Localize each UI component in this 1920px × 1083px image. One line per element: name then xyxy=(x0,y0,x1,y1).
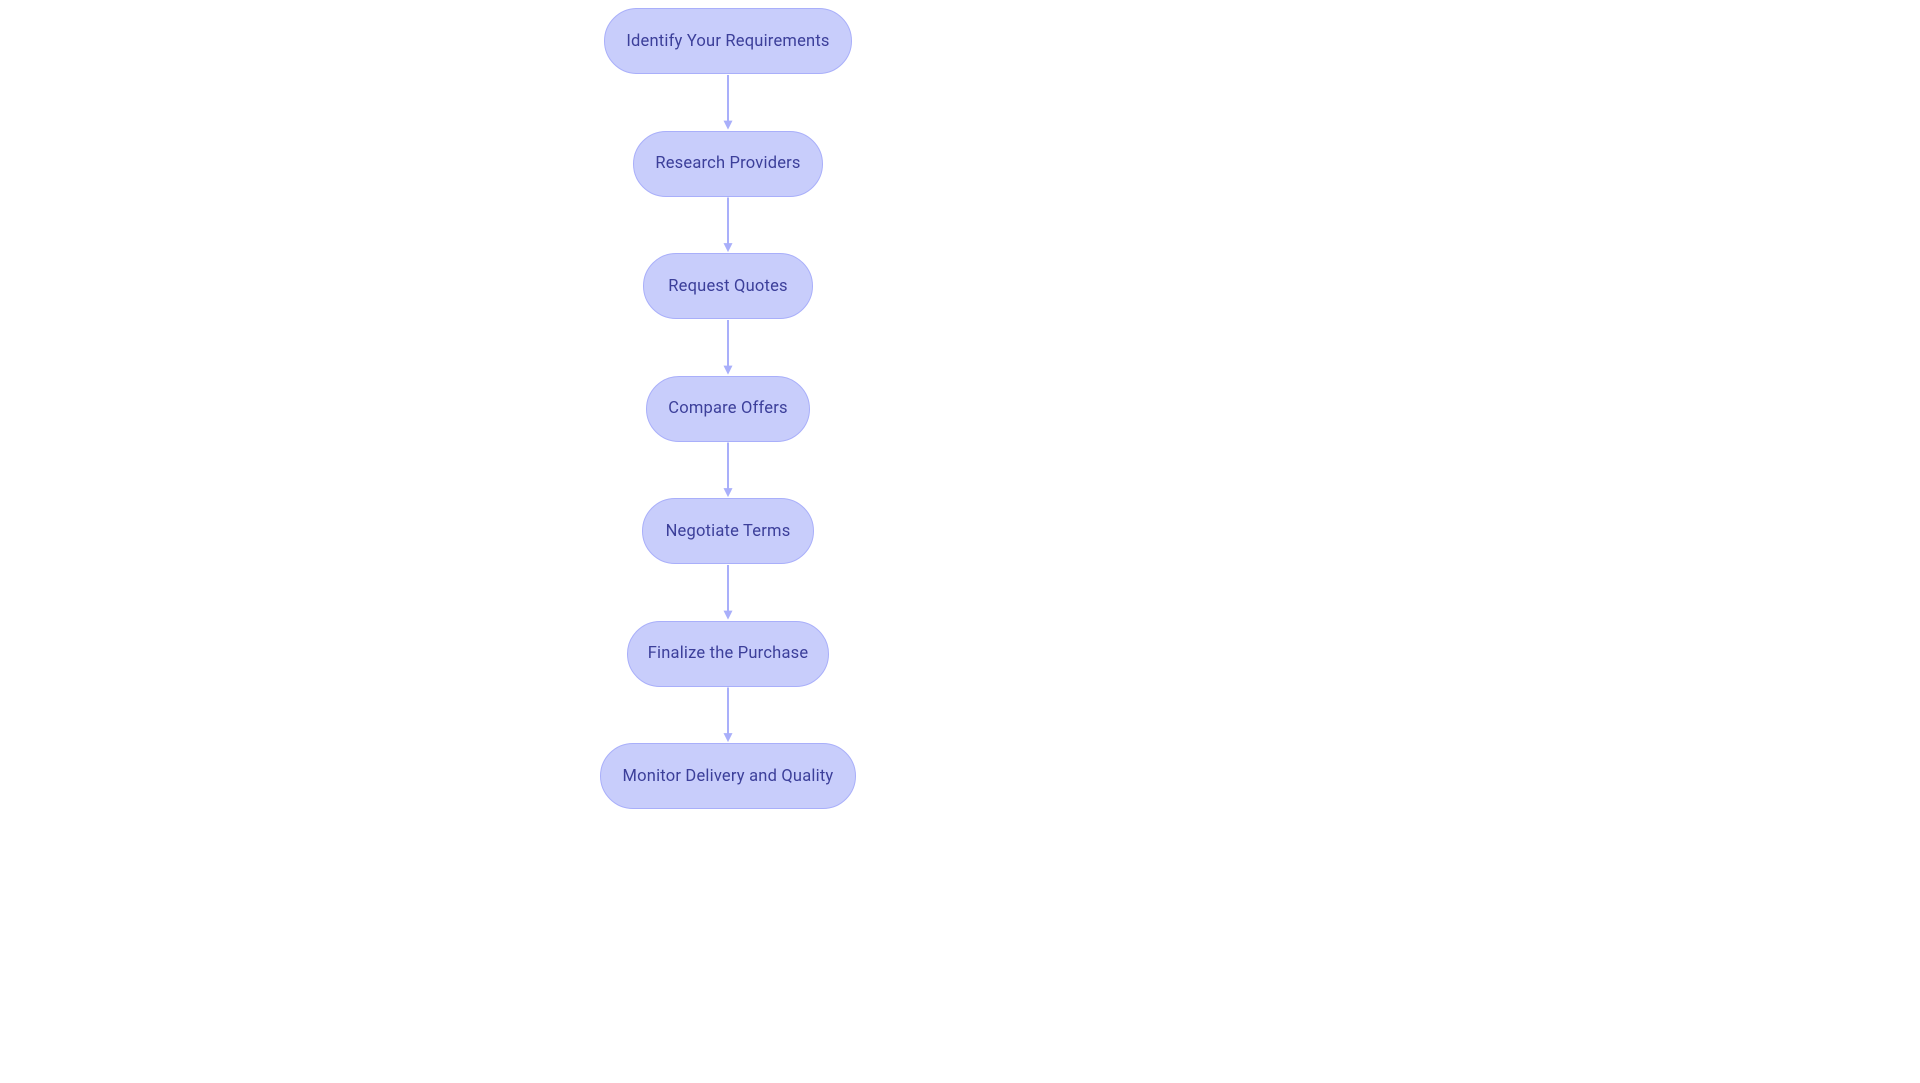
flowchart-node-label: Research Providers xyxy=(655,154,800,173)
flowchart-node-label: Negotiate Terms xyxy=(666,522,791,541)
flowchart-node: Compare Offers xyxy=(646,376,810,442)
flowchart-node-label: Request Quotes xyxy=(668,277,787,296)
flowchart-node: Finalize the Purchase xyxy=(627,621,829,687)
flowchart-node-label: Monitor Delivery and Quality xyxy=(623,767,834,786)
flowchart-edges xyxy=(0,0,1920,1083)
flowchart-node: Monitor Delivery and Quality xyxy=(600,743,856,809)
flowchart-canvas: Identify Your Requirements Research Provi… xyxy=(0,0,1920,1083)
flowchart-node-label: Compare Offers xyxy=(668,399,787,418)
flowchart-node: Identify Your Requirements xyxy=(604,8,852,74)
flowchart-node: Research Providers xyxy=(633,131,823,197)
flowchart-node-label: Finalize the Purchase xyxy=(648,644,809,663)
flowchart-node: Request Quotes xyxy=(643,253,813,319)
flowchart-node-label: Identify Your Requirements xyxy=(626,32,829,51)
flowchart-node: Negotiate Terms xyxy=(642,498,814,564)
